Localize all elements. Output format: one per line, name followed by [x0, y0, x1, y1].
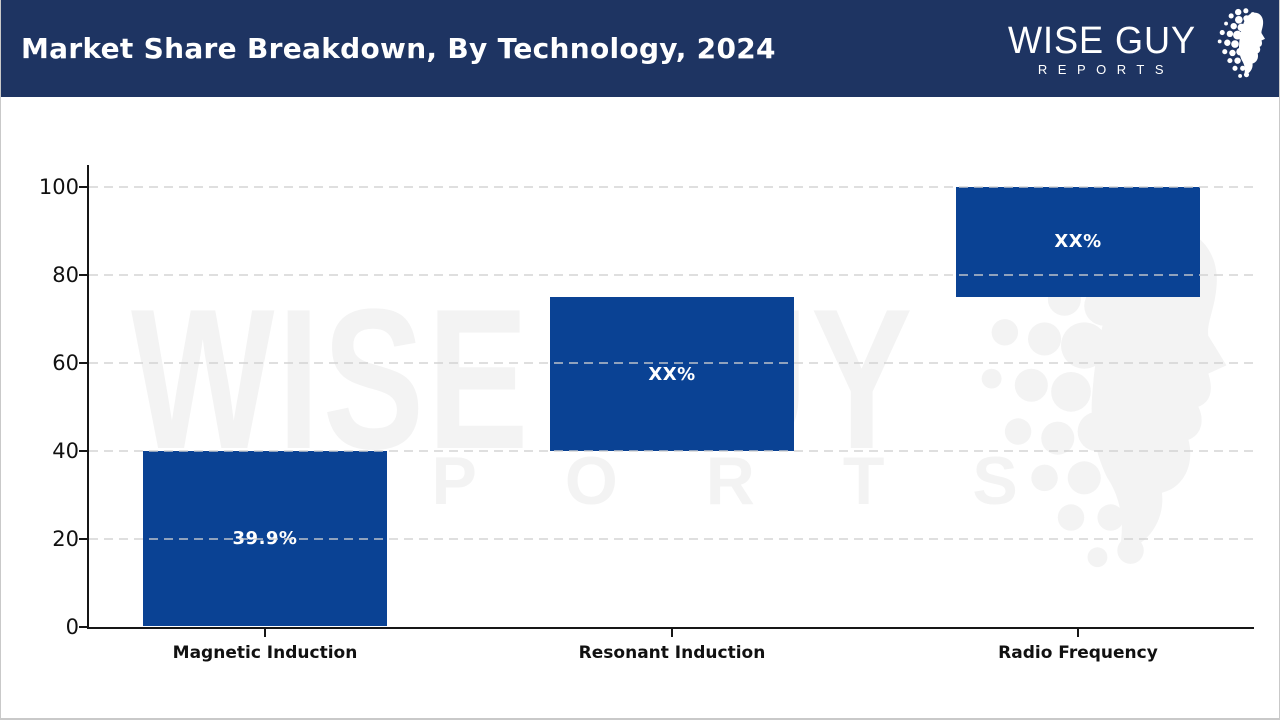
x-axis-spine — [87, 626, 1254, 629]
wiseguy-reports-logo: WISE GUY REPORTS — [1003, 7, 1267, 90]
gridline-40 — [89, 449, 1254, 452]
y-tick-0 — [79, 625, 87, 628]
y-tick-label-0: 0 — [65, 614, 79, 639]
y-tick-80 — [79, 273, 87, 276]
y-tick-label-40: 40 — [52, 438, 79, 463]
x-category-label-3: Radio Frequency — [998, 642, 1158, 663]
y-tick-label-20: 20 — [52, 526, 79, 551]
bar-value-label: XX% — [648, 363, 696, 385]
y-axis-spine — [87, 165, 89, 629]
x-category-label-2: Resonant Induction — [578, 642, 766, 663]
gridline-20 — [89, 537, 1254, 540]
x-category-label-1: Magnetic Induction — [172, 642, 358, 663]
logo-wiseguy-text: WISE GUY — [1007, 19, 1197, 62]
bar-2: XX% — [550, 296, 794, 452]
header-banner: Market Share Breakdown, By Technology, 2… — [1, 0, 1279, 97]
y-tick-100 — [79, 186, 87, 188]
wiseguy-face-logo-icon — [1217, 8, 1266, 78]
gridline-60 — [89, 361, 1254, 364]
x-tick-1 — [264, 628, 266, 637]
y-tick-60 — [79, 361, 87, 364]
gridline-100 — [89, 186, 1254, 188]
y-tick-label-100: 100 — [38, 175, 79, 199]
x-tick-2 — [671, 628, 673, 637]
y-tick-20 — [79, 537, 87, 540]
y-tick-40 — [79, 449, 87, 452]
gridline-80 — [89, 273, 1254, 276]
y-tick-label-80: 80 — [52, 262, 79, 287]
bar-value-label: XX% — [1054, 231, 1102, 253]
page-title: Market Share Breakdown, By Technology, 2… — [21, 32, 776, 65]
y-tick-label-60: 60 — [52, 350, 79, 375]
logo-reports-text: REPORTS — [1037, 61, 1175, 77]
logo-text: WISE GUY REPORTS — [1003, 22, 1201, 76]
bar-3: XX% — [956, 187, 1200, 297]
x-tick-3 — [1077, 628, 1079, 637]
